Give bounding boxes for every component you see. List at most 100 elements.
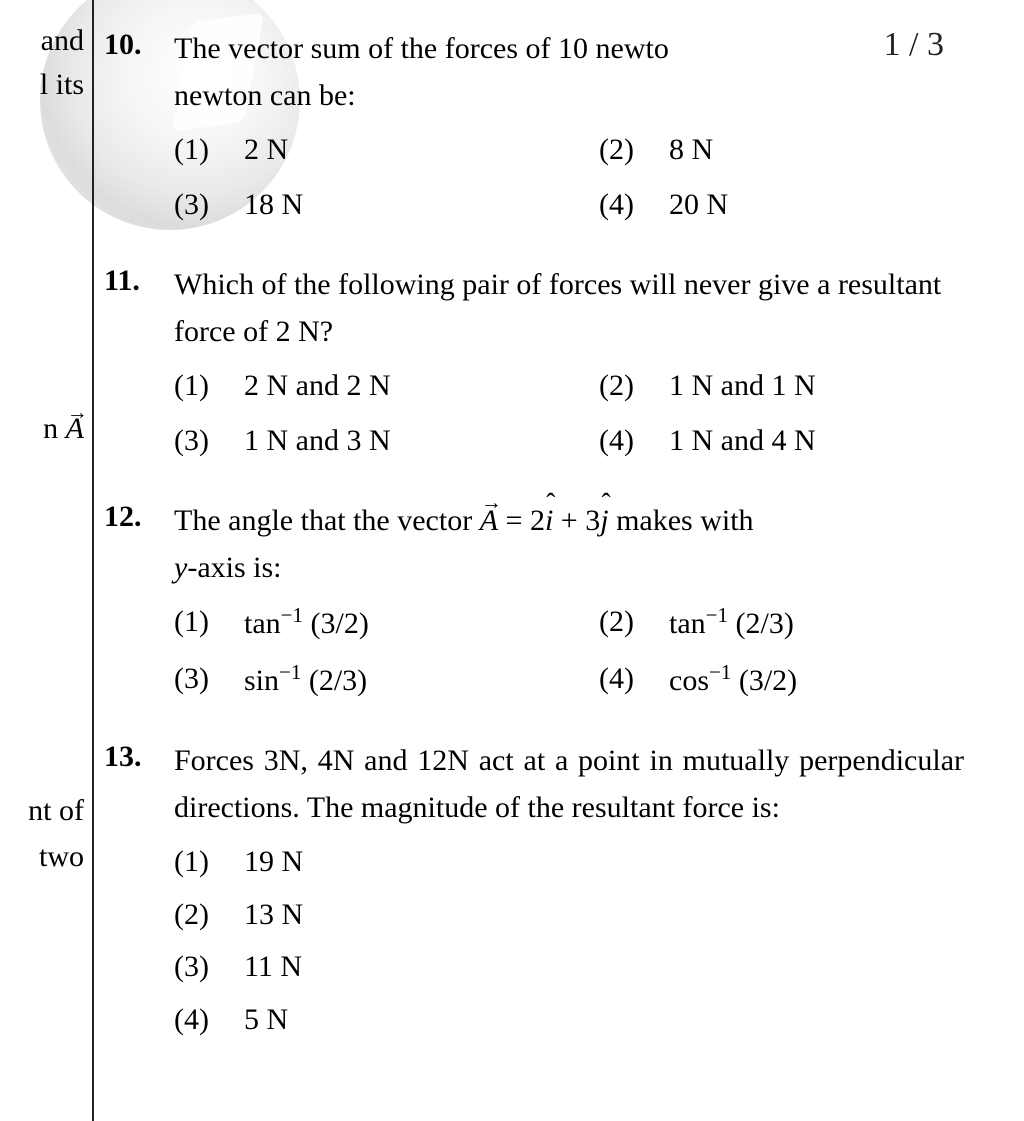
option-num: (2) [599,599,669,648]
option-num: (3) [174,656,244,705]
inv-exp: −1 [279,660,301,684]
option-text: cos−1 (3/2) [669,656,1004,705]
page-indicator: 1 / 3 [874,24,954,66]
options-list: (1)19 N (2)13 N (3)11 N (4)5 N [174,839,1004,1043]
inv-exp: −1 [706,603,728,627]
question-content: 10. The vector sum of the forces of 10 n… [104,26,1004,1077]
option-text: tan−1 (3/2) [244,599,579,648]
option-text: 20 N [669,182,1004,229]
option-text: 5 N [244,997,1004,1044]
option-text: 1 N and 4 N [669,418,1004,465]
option-num: (3) [174,182,244,229]
vertical-divider [92,0,94,1121]
option-num: (4) [174,997,244,1044]
option: (3)1 N and 3 N [174,418,579,465]
option-text: 19 N [244,839,1004,886]
stem-eq: = 2 [498,504,545,537]
stem-post: makes with [609,504,754,537]
question-body: Forces 3N, 4N and 12N act at a point in … [174,738,1004,1043]
margin-vec-prefix: n [43,412,66,445]
margin-fragment: l its [40,68,84,102]
unit-j: j [600,498,608,545]
option-num: (4) [599,656,669,705]
option-text: 1 N and 3 N [244,418,579,465]
option-num: (1) [174,839,244,886]
option-num: (4) [599,182,669,229]
stem-line: newton can be: [174,79,356,112]
left-margin-column: and l its n A nt of two [0,0,92,1121]
option: (1)19 N [174,839,1004,886]
option-text: 18 N [244,182,579,229]
option-num: (2) [599,127,669,174]
option: (2)13 N [174,892,1004,939]
option: (1)2 N [174,127,579,174]
question-number: 13. [104,738,174,1043]
inv-exp: −1 [709,660,731,684]
margin-fragment-vec-a: n A [43,412,84,446]
option-num: (3) [174,944,244,991]
option-text: sin−1 (2/3) [244,656,579,705]
unit-i: i [545,498,553,545]
inv-fn: sin [244,664,279,697]
margin-fragment: nt of [28,794,84,828]
option: (4)5 N [174,997,1004,1044]
question-10: 10. The vector sum of the forces of 10 n… [104,26,1004,228]
vector-a: A [480,498,498,545]
option-text: 11 N [244,944,1004,991]
option: (3)sin−1 (2/3) [174,656,579,705]
option: (1)tan−1 (3/2) [174,599,579,648]
option-text: tan−1 (2/3) [669,599,1004,648]
question-number: 11. [104,262,174,464]
inv-fn: tan [244,607,281,640]
margin-fragment: two [39,840,84,874]
option-num: (2) [599,363,669,410]
option-text: 13 N [244,892,1004,939]
option-num: (1) [174,127,244,174]
y-axis-y: y [174,551,187,584]
option-num: (1) [174,363,244,410]
option: (4)20 N [599,182,1004,229]
margin-vec-letter: A [66,412,84,446]
question-12: 12. The angle that the vector A = 2i + 3… [104,498,1004,704]
options-grid: (1)tan−1 (3/2) (2)tan−1 (2/3) (3)sin−1 (… [174,599,1004,704]
stem-plus: + 3 [553,504,600,537]
question-body: The angle that the vector A = 2i + 3j ma… [174,498,1004,704]
option: (4)1 N and 4 N [599,418,1004,465]
option-num: (4) [599,418,669,465]
inv-exp: −1 [281,603,303,627]
inv-fn: cos [669,664,709,697]
question-body: Which of the following pair of forces wi… [174,262,1004,464]
inv-arg: (2/3) [736,607,794,640]
option-text: 8 N [669,127,1004,174]
option-num: (1) [174,599,244,648]
option-text: 2 N and 2 N [244,363,579,410]
option-num: (3) [174,418,244,465]
option-text: 1 N and 1 N [669,363,1004,410]
option-text: 2 N [244,127,579,174]
option: (3)18 N [174,182,579,229]
stem-pre: The angle that the vector [174,504,480,537]
option: (2)tan−1 (2/3) [599,599,1004,648]
options-grid: (1)2 N (2)8 N (3)18 N (4)20 N [174,127,1004,228]
stem-line2-post: -axis is: [187,551,281,584]
margin-fragment: and [41,24,84,58]
inv-arg: (3/2) [311,607,369,640]
question-13: 13. Forces 3N, 4N and 12N act at a point… [104,738,1004,1043]
question-stem: Which of the following pair of forces wi… [174,262,1004,355]
question-number: 10. [104,26,174,228]
option: (3)11 N [174,944,1004,991]
question-stem: The angle that the vector A = 2i + 3j ma… [174,498,1004,591]
inv-arg: (2/3) [309,664,367,697]
question-number: 12. [104,498,174,704]
option-num: (2) [174,892,244,939]
question-stem: Forces 3N, 4N and 12N act at a point in … [174,738,1004,831]
option: (2)8 N [599,127,1004,174]
inv-arg: (3/2) [739,664,797,697]
option: (2)1 N and 1 N [599,363,1004,410]
options-grid: (1)2 N and 2 N (2)1 N and 1 N (3)1 N and… [174,363,1004,464]
option: (1)2 N and 2 N [174,363,579,410]
stem-line: The vector sum of the forces of 10 newto [174,32,669,65]
inv-fn: tan [669,607,706,640]
option: (4)cos−1 (3/2) [599,656,1004,705]
question-11: 11. Which of the following pair of force… [104,262,1004,464]
